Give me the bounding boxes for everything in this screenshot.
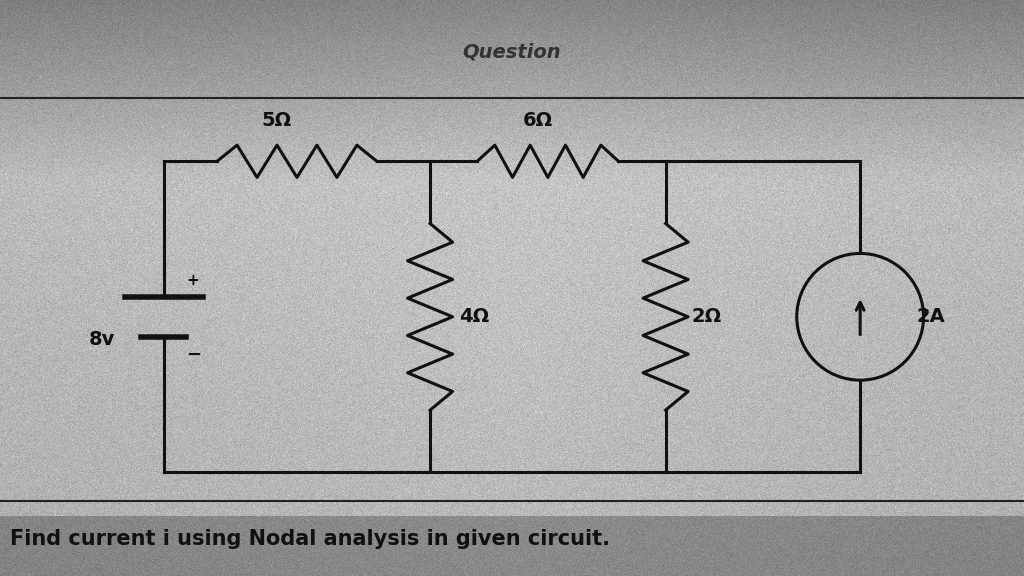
- Text: Question: Question: [463, 43, 561, 61]
- Text: +: +: [186, 273, 199, 288]
- Text: 4Ω: 4Ω: [459, 308, 488, 326]
- Text: 2Ω: 2Ω: [691, 308, 721, 326]
- Text: 8v: 8v: [89, 331, 116, 349]
- Text: −: −: [186, 346, 202, 363]
- Text: 2A: 2A: [916, 308, 945, 326]
- Text: 5Ω: 5Ω: [261, 111, 292, 130]
- Text: 6Ω: 6Ω: [522, 111, 553, 130]
- Text: Find current i using Nodal analysis in given circuit.: Find current i using Nodal analysis in g…: [10, 529, 610, 548]
